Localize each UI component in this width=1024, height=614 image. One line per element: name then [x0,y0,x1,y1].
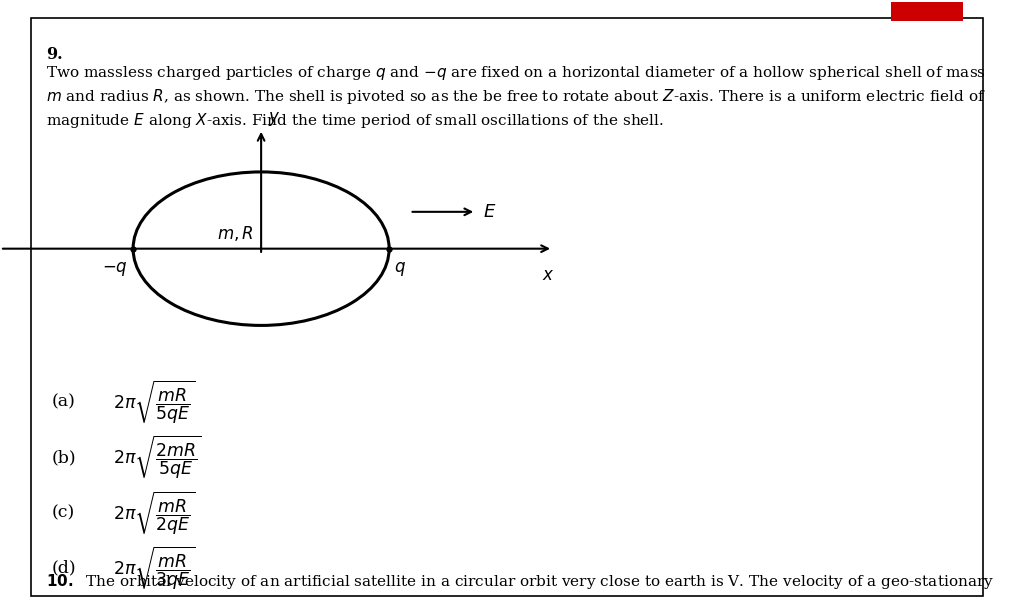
Text: (a): (a) [51,394,75,411]
Text: (d): (d) [51,559,76,577]
Text: $y$: $y$ [268,110,281,128]
Text: $-q$: $-q$ [102,260,128,278]
Text: 9.: 9. [46,46,62,63]
Text: $m$ and radius $R$, as shown. The shell is pivoted so as the be free to rotate a: $m$ and radius $R$, as shown. The shell … [46,87,986,106]
Circle shape [133,172,389,325]
Text: $2\pi\sqrt{\dfrac{mR}{2qE}}$: $2\pi\sqrt{\dfrac{mR}{2qE}}$ [113,489,195,537]
Text: (b): (b) [51,449,76,466]
Text: $x$: $x$ [542,267,554,284]
Text: $m, R$: $m, R$ [217,224,254,243]
Text: (c): (c) [51,504,75,521]
Text: $2\pi\sqrt{\dfrac{2mR}{5qE}}$: $2\pi\sqrt{\dfrac{2mR}{5qE}}$ [113,433,202,481]
Text: $2\pi\sqrt{\dfrac{mR}{3qE}}$: $2\pi\sqrt{\dfrac{mR}{3qE}}$ [113,544,195,592]
Text: $2\pi\sqrt{\dfrac{mR}{5qE}}$: $2\pi\sqrt{\dfrac{mR}{5qE}}$ [113,378,195,426]
Text: $q$: $q$ [394,260,407,278]
Text: $E$: $E$ [483,203,497,221]
Text: $\mathbf{10.}$  The orbital velocity of an artificial satellite in a circular or: $\mathbf{10.}$ The orbital velocity of a… [46,572,994,591]
Bar [891,2,963,21]
Text: magnitude $E$ along $X$-axis. Find the time period of small oscillations of the : magnitude $E$ along $X$-axis. Find the t… [46,111,665,130]
Text: Two massless charged particles of charge $q$ and $-q$ are fixed on a horizontal : Two massless charged particles of charge… [46,64,986,82]
